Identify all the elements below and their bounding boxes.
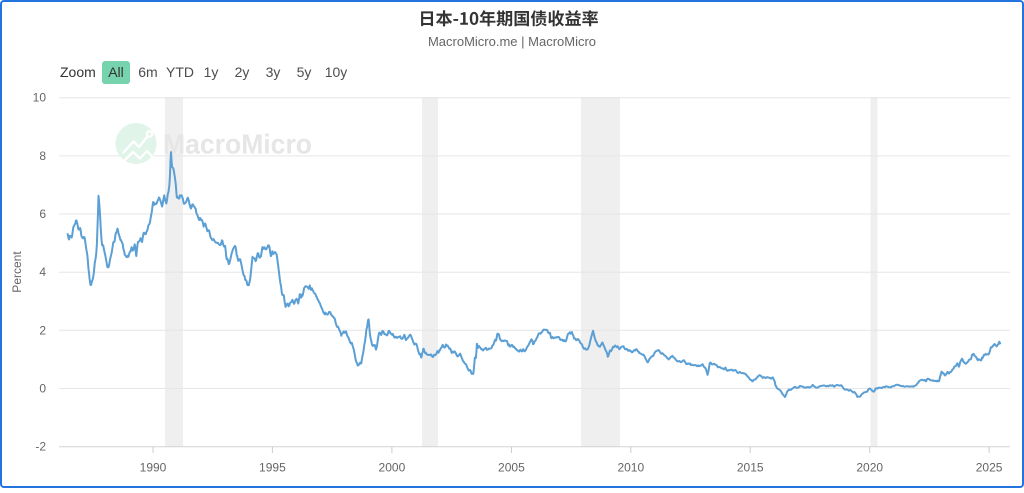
- svg-text:Percent: Percent: [10, 251, 24, 293]
- svg-text:2015: 2015: [737, 461, 764, 475]
- svg-text:2010: 2010: [617, 461, 644, 475]
- svg-text:2025: 2025: [976, 461, 1003, 475]
- svg-text:-2: -2: [35, 440, 46, 454]
- svg-text:10: 10: [33, 91, 47, 105]
- svg-text:MacroMicro: MacroMicro: [163, 129, 312, 160]
- svg-text:6: 6: [39, 207, 46, 221]
- svg-text:2020: 2020: [856, 461, 883, 475]
- svg-text:2: 2: [39, 323, 46, 337]
- svg-text:1995: 1995: [259, 461, 286, 475]
- svg-text:1990: 1990: [140, 461, 167, 475]
- svg-text:8: 8: [39, 149, 46, 163]
- svg-text:4: 4: [39, 265, 46, 279]
- svg-text:2005: 2005: [498, 461, 525, 475]
- svg-text:0: 0: [39, 382, 46, 396]
- svg-text:2000: 2000: [379, 461, 406, 475]
